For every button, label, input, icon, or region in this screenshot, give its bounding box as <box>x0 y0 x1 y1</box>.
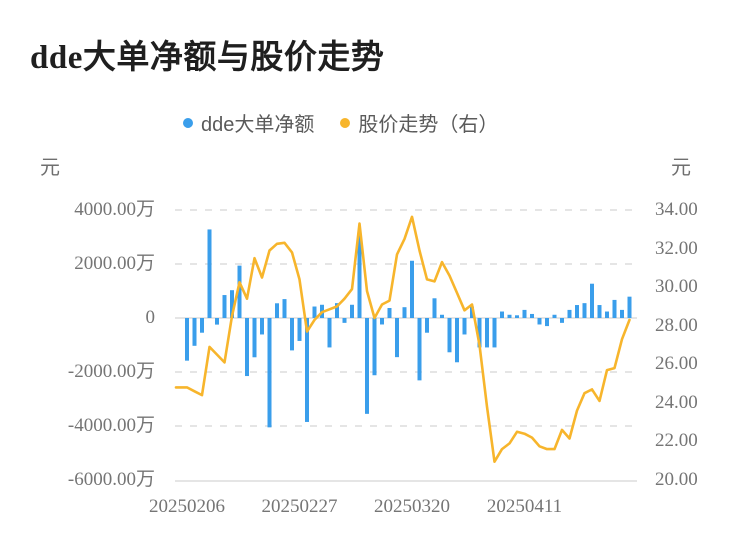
y-axis-right-label: 30.00 <box>655 276 698 298</box>
dde-bar <box>620 309 624 318</box>
legend-label-price: 股价走势（右） <box>358 114 499 136</box>
dde-bar <box>192 318 197 346</box>
dde-bar <box>537 318 542 325</box>
dde-bar <box>252 318 257 358</box>
dde-bar <box>605 311 609 318</box>
dde-bar <box>612 299 617 318</box>
dde-bar <box>440 314 444 318</box>
dde-bar <box>485 318 489 348</box>
price-line <box>174 215 631 464</box>
dde-bar <box>447 318 452 353</box>
dde-bar <box>582 303 587 318</box>
dde-bar <box>402 307 407 318</box>
y-axis-right-label: 26.00 <box>655 353 698 375</box>
dde-bar <box>477 318 482 348</box>
dde-bar <box>335 303 339 318</box>
y-axis-right-label: 34.00 <box>655 199 698 220</box>
dde-bar <box>342 318 347 323</box>
dde-bar <box>492 318 497 348</box>
dde-bar <box>327 318 332 348</box>
dde-bar <box>410 260 414 318</box>
y-axis-right-label: 24.00 <box>655 391 698 413</box>
y-axis-left-label: -2000.00万 <box>67 361 155 382</box>
x-axis-label: 20250206 <box>149 496 225 517</box>
left-axis-unit: 元 <box>40 157 60 179</box>
dde-bar <box>590 283 594 318</box>
dde-bar <box>560 318 564 323</box>
dde-bar <box>627 296 632 318</box>
right-axis-unit: 元 <box>671 157 691 179</box>
dde-bar <box>215 318 219 325</box>
y-axis-left-label: -4000.00万 <box>67 415 155 436</box>
dde-bar <box>200 318 204 333</box>
dde-bar <box>282 299 287 318</box>
legend-item-price[interactable]: 股价走势（右） <box>340 108 498 137</box>
legend: dde大单净额 股价走势（右） <box>183 108 498 137</box>
dde-bar <box>545 318 549 327</box>
page-title: dde大单净额与股价走势 <box>30 40 385 76</box>
y-axis-right-label: 32.00 <box>655 237 698 259</box>
legend-item-dde[interactable]: dde大单净额 <box>183 108 314 137</box>
dde-bar <box>552 314 557 318</box>
dde-bar <box>500 311 504 318</box>
dde-bar <box>237 265 242 318</box>
dde-bar <box>275 303 279 318</box>
dde-bar <box>372 318 377 376</box>
dde-bar <box>432 298 437 318</box>
yellow-dot-icon <box>340 117 351 128</box>
dde-bar <box>290 318 294 351</box>
dde-bar <box>357 230 362 318</box>
dde-bar <box>230 290 234 318</box>
dde-bar <box>417 318 422 381</box>
x-axis-label: 20250320 <box>374 496 450 517</box>
y-axis-right-label: 28.00 <box>655 314 698 336</box>
dde-bar <box>297 318 302 341</box>
dde-bar <box>365 318 369 414</box>
dde-bar <box>245 318 249 377</box>
y-axis-left-label: 4000.00万 <box>74 199 155 220</box>
x-axis-label: 20250411 <box>486 496 563 517</box>
y-axis-left-label: -6000.00万 <box>67 469 155 490</box>
dde-bar <box>222 295 227 318</box>
dde-bar <box>575 305 579 318</box>
dde-bar <box>567 309 572 318</box>
dde-bar <box>387 308 392 318</box>
x-axis-label: 20250227 <box>261 496 338 517</box>
dde-bar <box>522 309 527 318</box>
y-axis-left-label: 2000.00万 <box>74 253 155 274</box>
y-axis-right-label: 20.00 <box>655 469 698 490</box>
dde-bar <box>597 305 602 318</box>
legend-label-dde: dde大单净额 <box>201 114 315 136</box>
blue-dot-icon <box>183 117 193 128</box>
dde-bar <box>507 314 512 318</box>
dde-bar <box>312 306 317 318</box>
dde-bar <box>425 318 429 333</box>
dde-bar <box>515 315 519 318</box>
dde-bar <box>380 318 384 325</box>
y-axis-left-label: 0 <box>145 307 156 328</box>
dde-bar <box>470 306 474 318</box>
dde-bar <box>207 229 212 318</box>
dde-bar <box>260 318 264 335</box>
dde-bar <box>267 318 272 428</box>
dde-bar <box>395 318 399 358</box>
dde-bar <box>462 318 467 335</box>
dde-bar <box>530 313 534 318</box>
dde-bar <box>455 318 459 363</box>
dde-bar <box>305 318 309 422</box>
dde-bar <box>350 304 354 318</box>
dde-bar <box>185 318 189 361</box>
y-axis-right-label: 22.00 <box>655 430 698 452</box>
